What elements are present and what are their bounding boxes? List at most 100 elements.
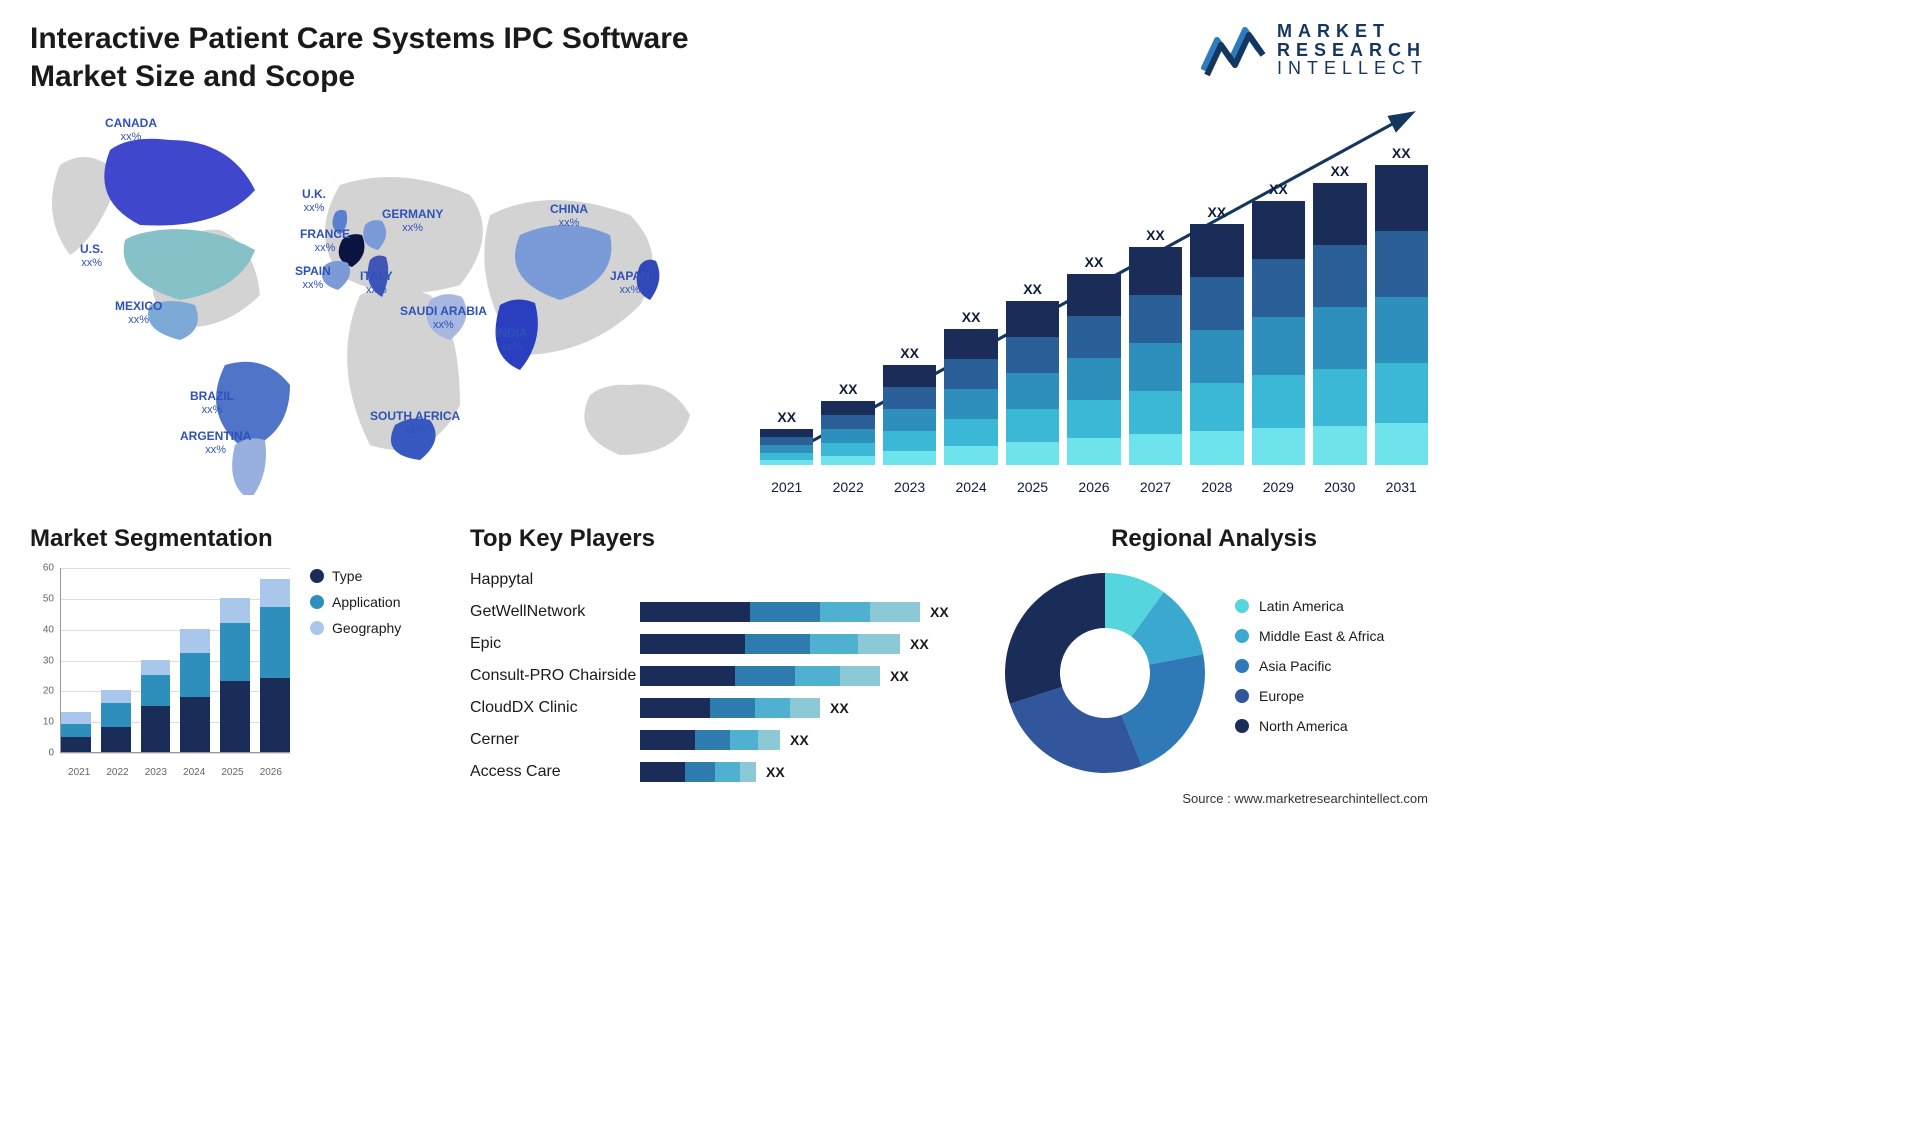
- page-title: Interactive Patient Care Systems IPC Sof…: [30, 20, 790, 95]
- regional-donut: [1000, 568, 1210, 778]
- map-label-south-africa: SOUTH AFRICAxx%: [370, 410, 460, 436]
- main-bar-value: XX: [777, 409, 796, 425]
- player-row: GetWellNetwork XX: [470, 600, 970, 624]
- logo-text-2: RESEARCH: [1277, 41, 1428, 60]
- seg-xlabel: 2023: [137, 767, 175, 778]
- main-xlabel: 2026: [1067, 479, 1120, 495]
- segmentation-chart: 0102030405060 202120222023202420252026: [30, 568, 290, 778]
- logo-icon: [1201, 20, 1267, 80]
- main-bar-value: XX: [839, 381, 858, 397]
- map-label-italy: ITALYxx%: [360, 270, 393, 296]
- main-xlabel: 2029: [1252, 479, 1305, 495]
- map-label-china: CHINAxx%: [550, 203, 588, 229]
- map-label-spain: SPAINxx%: [295, 265, 331, 291]
- regional-legend-item: North America: [1235, 718, 1384, 734]
- seg-bar-2026: [260, 579, 290, 752]
- seg-xlabel: 2025: [213, 767, 251, 778]
- segmentation-title: Market Segmentation: [30, 525, 440, 553]
- logo-text-3: INTELLECT: [1277, 59, 1428, 78]
- main-bar-2022: XX: [821, 381, 874, 465]
- regional-legend: Latin AmericaMiddle East & AfricaAsia Pa…: [1235, 598, 1384, 748]
- player-value: XX: [830, 700, 849, 716]
- map-label-japan: JAPANxx%: [610, 270, 650, 296]
- player-value: XX: [890, 668, 909, 684]
- main-xlabel: 2027: [1129, 479, 1182, 495]
- player-name: CloudDX Clinic: [470, 699, 640, 717]
- main-bar-2027: XX: [1129, 227, 1182, 465]
- main-bar-value: XX: [1330, 163, 1349, 179]
- main-bar-2028: XX: [1190, 204, 1243, 465]
- segmentation-legend: Type Application Geography: [310, 568, 401, 778]
- player-value: XX: [910, 636, 929, 652]
- map-label-u-s-: U.S.xx%: [80, 243, 103, 269]
- main-xlabel: 2025: [1006, 479, 1059, 495]
- main-xlabel: 2030: [1313, 479, 1366, 495]
- player-row: CloudDX Clinic XX: [470, 696, 970, 720]
- seg-ytick: 60: [30, 563, 58, 574]
- regional-legend-item: Middle East & Africa: [1235, 628, 1384, 644]
- main-bar-value: XX: [900, 345, 919, 361]
- main-xlabel: 2023: [883, 479, 936, 495]
- main-bar-2021: XX: [760, 409, 813, 465]
- seg-xlabel: 2026: [252, 767, 290, 778]
- seg-bar-2021: [61, 712, 91, 752]
- main-bar-2030: XX: [1313, 163, 1366, 465]
- source-text: Source : www.marketresearchintellect.com: [1182, 791, 1428, 806]
- player-row: Consult-PRO Chairside XX: [470, 664, 970, 688]
- map-label-india: INDIAxx%: [495, 327, 528, 353]
- seg-ytick: 40: [30, 624, 58, 635]
- player-row: Access CareXX: [470, 760, 970, 784]
- seg-xlabel: 2024: [175, 767, 213, 778]
- main-xlabel: 2021: [760, 479, 813, 495]
- main-bar-value: XX: [1208, 204, 1227, 220]
- main-bar-value: XX: [1085, 254, 1104, 270]
- world-map: CANADAxx%U.S.xx%MEXICOxx%BRAZILxx%ARGENT…: [30, 105, 730, 495]
- player-name: Consult-PRO Chairside: [470, 667, 640, 685]
- regional-legend-item: Asia Pacific: [1235, 658, 1384, 674]
- main-bar-value: XX: [1146, 227, 1165, 243]
- player-name: GetWellNetwork: [470, 603, 640, 621]
- player-row: Happytal: [470, 568, 970, 592]
- players-title: Top Key Players: [470, 525, 970, 553]
- player-name: Epic: [470, 635, 640, 653]
- regional-legend-item: Europe: [1235, 688, 1384, 704]
- logo-text-1: MARKET: [1277, 22, 1428, 41]
- main-bar-value: XX: [962, 309, 981, 325]
- seg-legend-item: Geography: [310, 620, 401, 636]
- brand-logo: MARKET RESEARCH INTELLECT: [1201, 20, 1428, 80]
- player-row: Cerner XX: [470, 728, 970, 752]
- seg-bar-2024: [180, 629, 210, 752]
- map-label-saudi-arabia: SAUDI ARABIAxx%: [400, 305, 487, 331]
- main-xlabel: 2028: [1190, 479, 1243, 495]
- player-value: XX: [930, 604, 949, 620]
- main-xlabel: 2022: [821, 479, 874, 495]
- player-name: Cerner: [470, 731, 640, 749]
- seg-legend-item: Application: [310, 594, 401, 610]
- player-row: Epic XX: [470, 632, 970, 656]
- seg-xlabel: 2022: [98, 767, 136, 778]
- main-bar-value: XX: [1023, 281, 1042, 297]
- main-xlabel: 2024: [944, 479, 997, 495]
- main-bar-value: XX: [1392, 145, 1411, 161]
- main-bar-2029: XX: [1252, 181, 1305, 465]
- seg-bar-2025: [220, 598, 250, 752]
- map-label-france: FRANCExx%: [300, 228, 350, 254]
- main-bar-2026: XX: [1067, 254, 1120, 465]
- main-bar-2025: XX: [1006, 281, 1059, 465]
- seg-xlabel: 2021: [60, 767, 98, 778]
- map-label-argentina: ARGENTINAxx%: [180, 430, 251, 456]
- player-value: XX: [790, 732, 809, 748]
- seg-legend-item: Type: [310, 568, 401, 584]
- map-label-u-k-: U.K.xx%: [302, 188, 326, 214]
- seg-ytick: 10: [30, 717, 58, 728]
- player-name: Happytal: [470, 571, 640, 589]
- map-label-brazil: BRAZILxx%: [190, 390, 234, 416]
- regional-title: Regional Analysis: [1000, 525, 1428, 553]
- seg-ytick: 0: [30, 748, 58, 759]
- player-value: XX: [766, 764, 785, 780]
- seg-ytick: 20: [30, 686, 58, 697]
- main-bar-2023: XX: [883, 345, 936, 465]
- seg-bar-2022: [101, 690, 131, 752]
- seg-bar-2023: [141, 660, 171, 752]
- main-bar-2024: XX: [944, 309, 997, 465]
